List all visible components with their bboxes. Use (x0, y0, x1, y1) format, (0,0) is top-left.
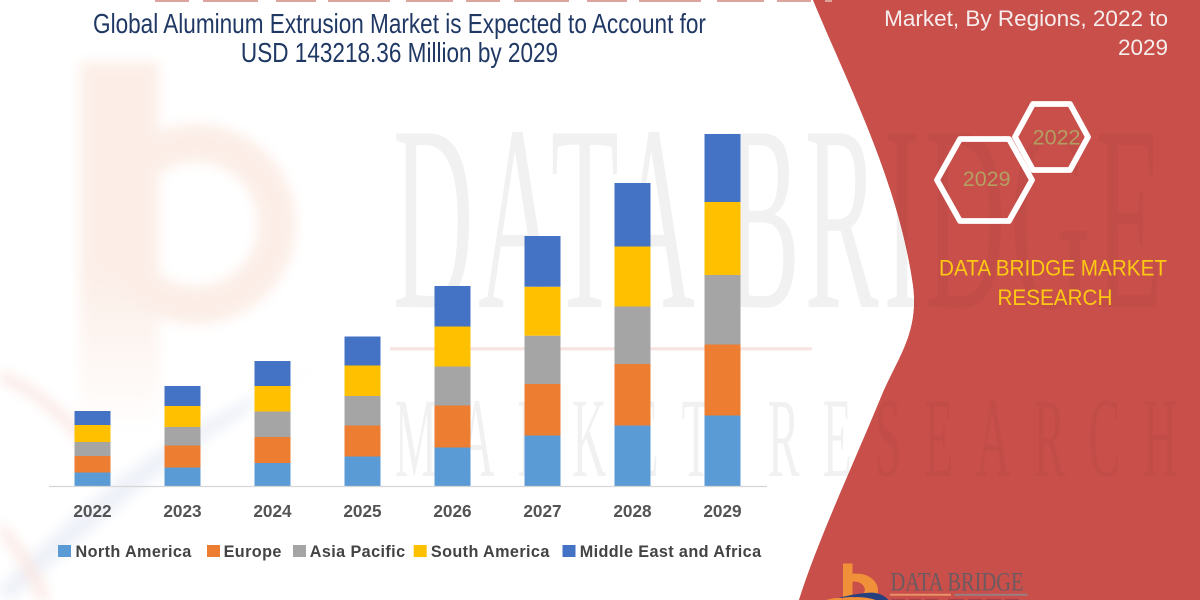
svg-text:South America: South America (431, 543, 550, 561)
svg-text:2025: 2025 (343, 501, 382, 521)
svg-text:DATA BRIDGE MARKET: DATA BRIDGE MARKET (939, 255, 1167, 281)
svg-text:DATA BRIDGE: DATA BRIDGE (891, 567, 1024, 597)
svg-text:Middle East and Africa: Middle East and Africa (580, 543, 762, 561)
svg-text:Europe: Europe (224, 543, 282, 561)
svg-text:2022: 2022 (1033, 126, 1081, 150)
svg-text:Market, By Regions, 2022 to: Market, By Regions, 2022 to (884, 6, 1168, 31)
svg-text:2029: 2029 (963, 167, 1011, 191)
svg-text:2023: 2023 (163, 501, 201, 521)
svg-text:2027: 2027 (523, 501, 561, 521)
svg-text:2022: 2022 (73, 501, 111, 521)
svg-text:Asia Pacific: Asia Pacific (310, 543, 406, 561)
svg-text:2024: 2024 (253, 501, 292, 521)
svg-text:2029: 2029 (703, 501, 741, 521)
svg-text:2029: 2029 (1118, 35, 1168, 60)
svg-text:2026: 2026 (433, 501, 471, 521)
svg-text:2028: 2028 (613, 501, 652, 521)
svg-text:North America: North America (76, 543, 193, 561)
svg-text:RESEARCH: RESEARCH (997, 284, 1112, 310)
